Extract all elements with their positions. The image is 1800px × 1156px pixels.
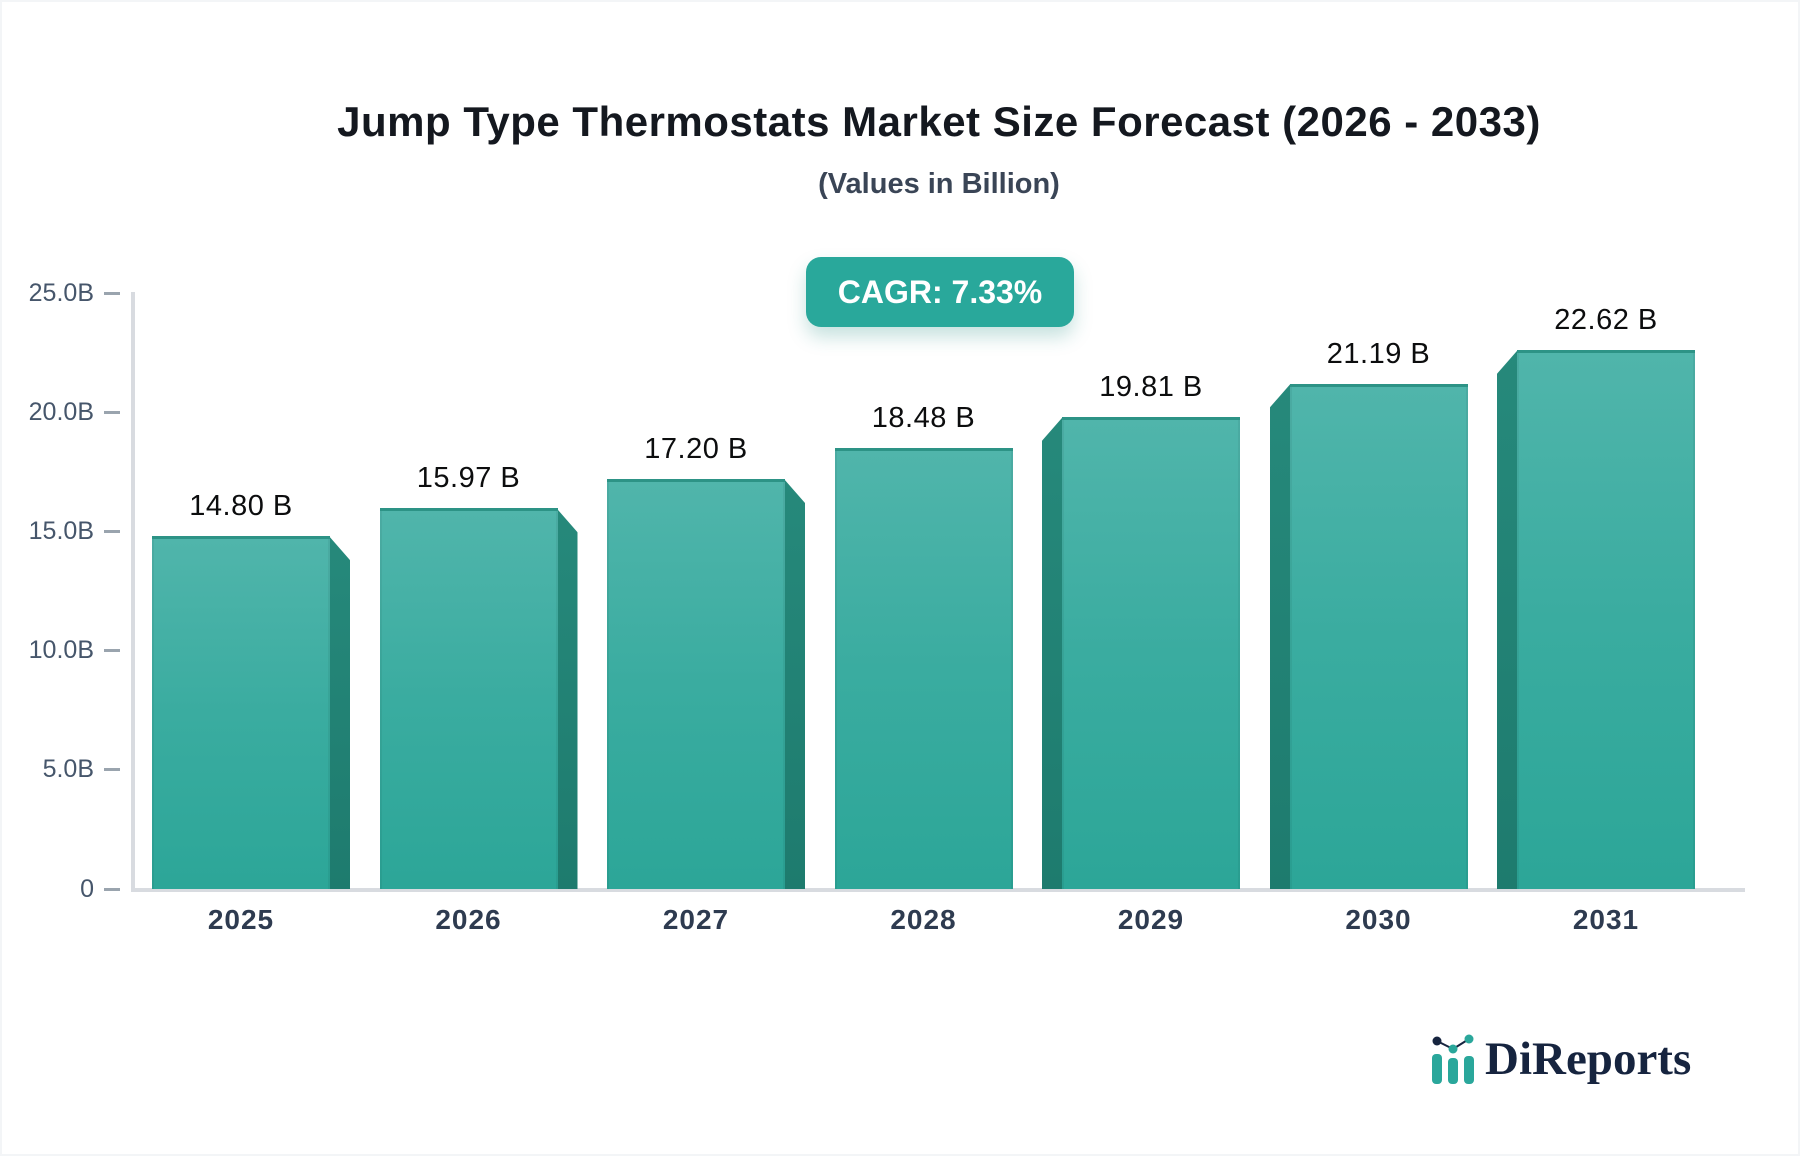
y-tick: 25.0B bbox=[2, 279, 120, 307]
x-axis-label-2025: 2025 bbox=[207, 904, 275, 935]
bar-side-face-2031 bbox=[1497, 349, 1518, 889]
bar-side-face-2027 bbox=[784, 478, 805, 889]
y-tick-label: 10.0B bbox=[28, 636, 94, 665]
direports-logo: DiReports bbox=[1430, 1032, 1691, 1086]
x-axis-line bbox=[131, 888, 1745, 892]
bar-value-label-2031: 22.62 B bbox=[1554, 303, 1658, 336]
y-tick-mark bbox=[104, 410, 120, 414]
bar-2031[interactable] bbox=[1517, 349, 1695, 889]
bar-side-face-2025 bbox=[329, 536, 350, 889]
x-axis-label-2027: 2027 bbox=[662, 904, 730, 935]
y-tick-mark bbox=[104, 291, 120, 295]
x-axis-label-2029: 2029 bbox=[1117, 904, 1185, 935]
y-tick-mark bbox=[104, 529, 120, 533]
bar-side-face-2029 bbox=[1042, 416, 1063, 889]
x-axis-label-2030: 2030 bbox=[1345, 904, 1412, 935]
y-tick: 10.0B bbox=[2, 636, 120, 665]
x-axis-label-2031: 2031 bbox=[1572, 904, 1640, 935]
bar-side-face-2030 bbox=[1269, 383, 1291, 889]
bar-side-face-2026 bbox=[556, 508, 578, 889]
bar-2027[interactable] bbox=[607, 478, 785, 889]
y-tick-label: 25.0B bbox=[28, 278, 94, 307]
y-tick-label: 15.0B bbox=[28, 516, 94, 545]
x-axis-label-2026: 2026 bbox=[435, 904, 502, 935]
chart-subtitle: (Values in Billion) bbox=[818, 168, 1060, 200]
y-tick-mark bbox=[104, 768, 120, 772]
bar-value-label-2029: 19.81 B bbox=[1099, 370, 1203, 403]
bar-2026[interactable] bbox=[379, 508, 558, 889]
y-tick-mark bbox=[104, 887, 120, 891]
chart-title: Jump Type Thermostats Market Size Foreca… bbox=[337, 98, 1541, 145]
bar-2028[interactable] bbox=[834, 448, 1013, 889]
bar-value-label-2030: 21.19 B bbox=[1326, 337, 1431, 370]
direports-logo-text: DiReports bbox=[1485, 1033, 1692, 1085]
bar-value-label-2026: 15.97 B bbox=[416, 462, 521, 495]
y-tick-label: 20.0B bbox=[28, 397, 94, 426]
y-tick: 15.0B bbox=[2, 517, 120, 545]
y-tick: 0 bbox=[2, 875, 120, 903]
cagr-badge: CAGR: 7.33% bbox=[806, 257, 1074, 327]
x-axis-label-2028: 2028 bbox=[890, 904, 957, 935]
y-tick-label: 5.0B bbox=[42, 755, 94, 784]
direports-logo-icon bbox=[1432, 1034, 1474, 1084]
bar-2025[interactable] bbox=[152, 536, 330, 889]
bar-value-label-2027: 17.20 B bbox=[644, 432, 748, 465]
y-tick: 5.0B bbox=[2, 755, 120, 784]
bar-2029[interactable] bbox=[1062, 416, 1240, 889]
y-tick-mark bbox=[104, 649, 120, 653]
y-tick-label: 0 bbox=[80, 874, 94, 903]
bar-value-label-2028: 18.48 B bbox=[871, 402, 976, 435]
y-axis-line bbox=[131, 292, 135, 892]
bar-value-label-2025: 14.80 B bbox=[189, 490, 293, 523]
bar-2030[interactable] bbox=[1289, 383, 1468, 889]
y-tick: 20.0B bbox=[2, 398, 120, 426]
